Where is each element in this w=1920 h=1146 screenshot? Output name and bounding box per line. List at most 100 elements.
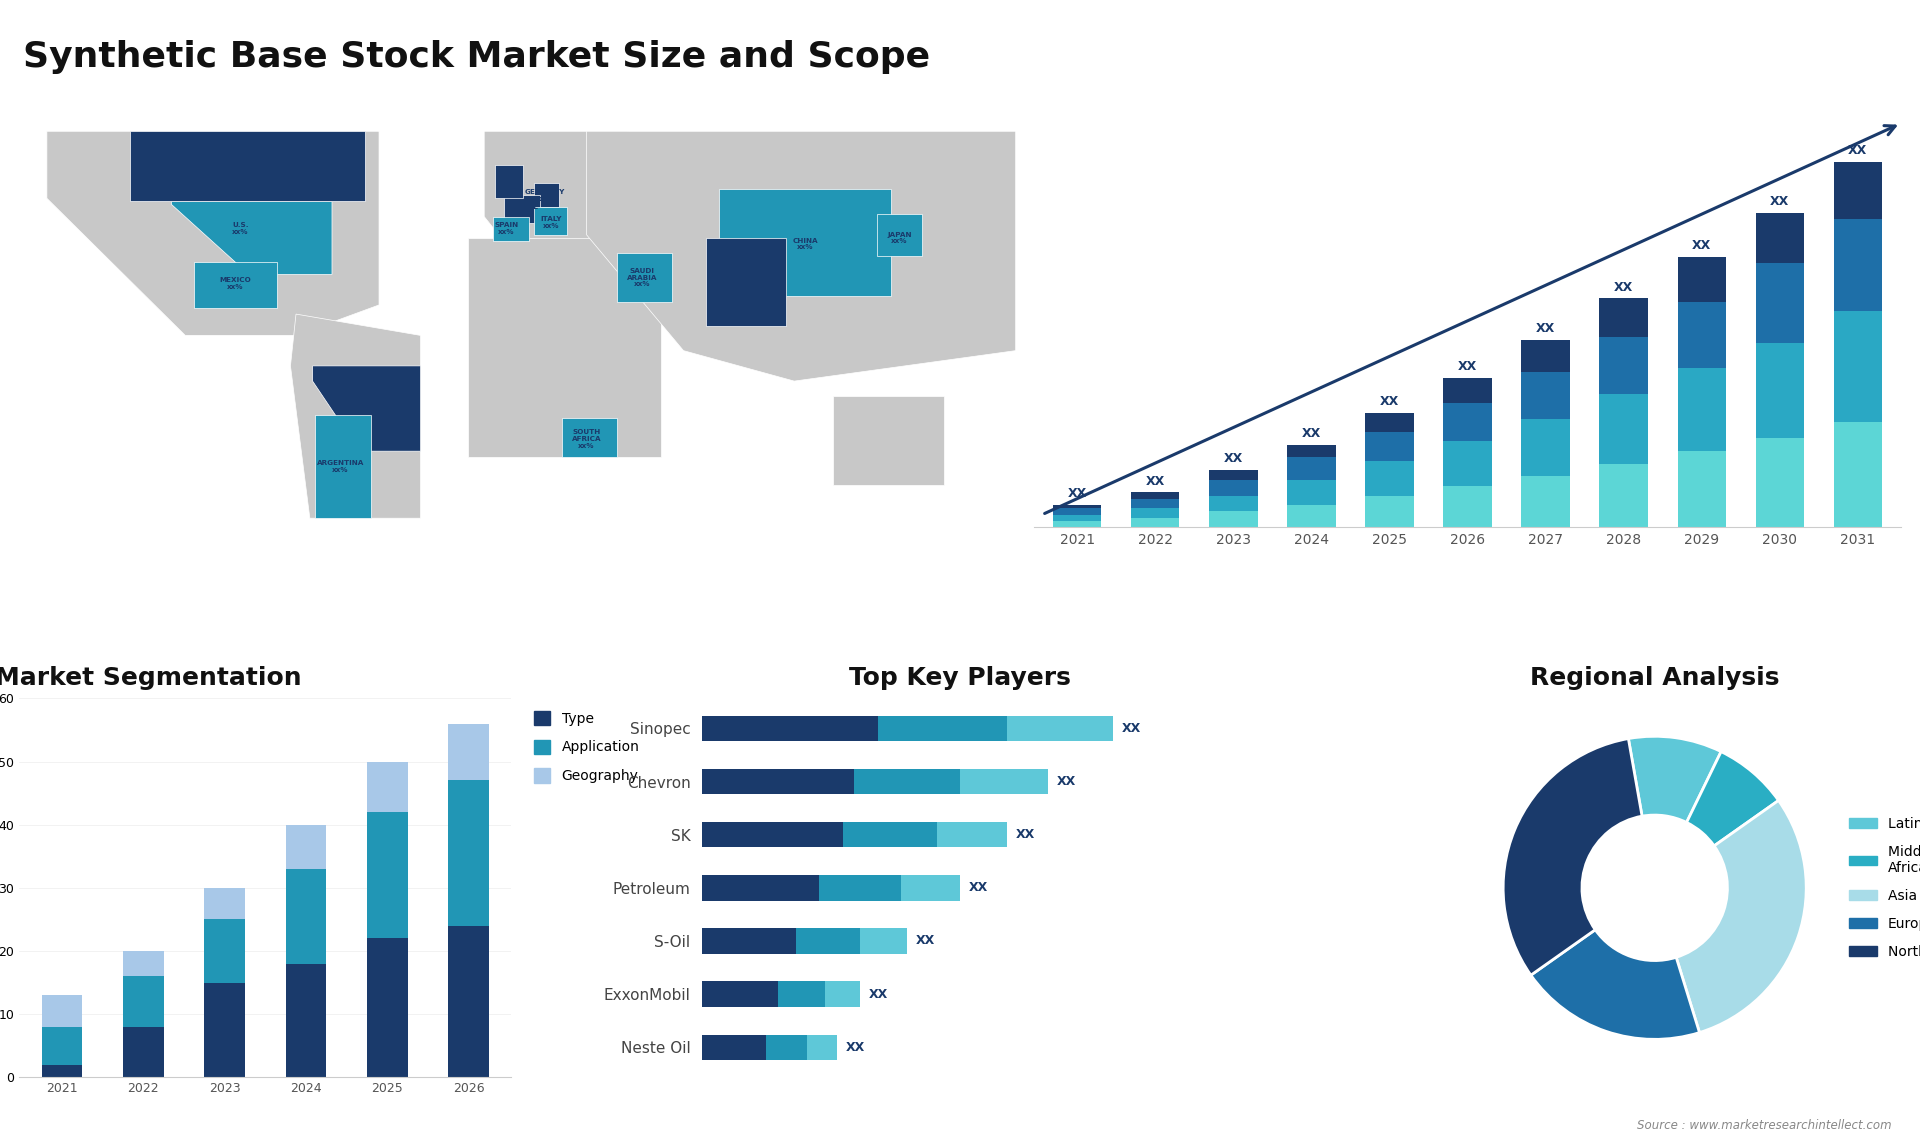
Bar: [1286, 480, 1336, 505]
Polygon shape: [290, 314, 420, 518]
Bar: [1365, 495, 1413, 527]
Title: Regional Analysis: Regional Analysis: [1530, 666, 1780, 690]
Text: ARGENTINA
xx%: ARGENTINA xx%: [317, 460, 365, 473]
Bar: [449, 723, 490, 780]
Bar: [1210, 470, 1258, 480]
Bar: [204, 919, 246, 982]
Bar: [1052, 509, 1102, 515]
Text: XX: XX: [1692, 240, 1711, 252]
Text: MARKET: MARKET: [1740, 47, 1786, 57]
Text: GERMANY
xx%: GERMANY xx%: [524, 189, 564, 202]
Bar: [1444, 378, 1492, 403]
Bar: [1834, 423, 1882, 527]
Polygon shape: [1645, 38, 1722, 85]
Bar: [1286, 445, 1336, 457]
Text: ITALY
xx%: ITALY xx%: [540, 217, 561, 229]
Polygon shape: [720, 189, 891, 296]
Text: INDIA
xx%: INDIA xx%: [724, 277, 747, 290]
Bar: [367, 939, 407, 1077]
Bar: [1210, 495, 1258, 511]
Bar: [1755, 264, 1805, 343]
Text: JAPAN
xx%: JAPAN xx%: [887, 231, 912, 244]
Text: XX: XX: [1056, 775, 1075, 788]
Bar: [1599, 464, 1647, 527]
Text: Source : www.marketresearchintellect.com: Source : www.marketresearchintellect.com: [1636, 1120, 1891, 1132]
Bar: [1444, 403, 1492, 441]
Bar: [449, 926, 490, 1077]
Bar: [1521, 419, 1571, 477]
Legend: Type, Application, Geography: Type, Application, Geography: [528, 705, 645, 788]
Text: XX: XX: [870, 988, 889, 1000]
Bar: [701, 981, 778, 1007]
Text: XX: XX: [1380, 395, 1400, 408]
Bar: [1365, 413, 1413, 432]
Bar: [1131, 509, 1179, 518]
Bar: [766, 1035, 806, 1060]
Bar: [701, 1035, 766, 1060]
Bar: [286, 869, 326, 964]
Text: XX: XX: [916, 934, 935, 948]
Bar: [1365, 461, 1413, 495]
Bar: [806, 1035, 837, 1060]
Bar: [1678, 301, 1726, 368]
Polygon shape: [877, 213, 922, 257]
Bar: [1052, 521, 1102, 527]
Polygon shape: [503, 195, 540, 222]
Bar: [854, 769, 960, 794]
Bar: [1131, 518, 1179, 527]
Bar: [937, 822, 1006, 847]
Bar: [701, 715, 877, 741]
Bar: [820, 876, 900, 901]
Bar: [795, 928, 860, 953]
Bar: [286, 964, 326, 1077]
Polygon shape: [616, 253, 672, 301]
Text: CANADA
xx%: CANADA xx%: [234, 156, 269, 168]
Bar: [1006, 715, 1114, 741]
Bar: [1444, 441, 1492, 486]
Wedge shape: [1628, 736, 1720, 823]
Polygon shape: [131, 132, 365, 202]
Bar: [123, 951, 163, 976]
Bar: [1834, 162, 1882, 219]
Bar: [701, 822, 843, 847]
Bar: [701, 876, 820, 901]
Text: XX: XX: [845, 1041, 864, 1054]
Text: Market Segmentation: Market Segmentation: [0, 666, 301, 690]
Bar: [1755, 343, 1805, 438]
Bar: [826, 981, 860, 1007]
Polygon shape: [468, 238, 660, 457]
Bar: [42, 1065, 83, 1077]
Bar: [123, 1027, 163, 1077]
Bar: [1521, 477, 1571, 527]
Polygon shape: [493, 217, 528, 241]
Bar: [449, 780, 490, 926]
Bar: [1755, 212, 1805, 264]
Bar: [1755, 438, 1805, 527]
Text: XX: XX: [1770, 195, 1789, 207]
Bar: [286, 825, 326, 869]
Bar: [843, 822, 937, 847]
Text: FRANCE
xx%: FRANCE xx%: [507, 204, 540, 217]
Text: CHINA
xx%: CHINA xx%: [793, 237, 818, 250]
Polygon shape: [313, 366, 420, 452]
Polygon shape: [833, 397, 945, 485]
Text: XX: XX: [1615, 281, 1634, 293]
Bar: [1365, 432, 1413, 461]
Bar: [42, 1027, 83, 1065]
Polygon shape: [315, 415, 371, 518]
Polygon shape: [534, 207, 566, 235]
Polygon shape: [534, 183, 559, 207]
Bar: [367, 762, 407, 813]
Polygon shape: [484, 132, 628, 244]
Text: U.K.
xx%: U.K. xx%: [503, 180, 520, 193]
Bar: [1678, 257, 1726, 301]
Polygon shape: [588, 132, 1016, 382]
Bar: [1834, 219, 1882, 311]
Bar: [1599, 337, 1647, 394]
Text: XX: XX: [1457, 360, 1476, 374]
Bar: [1521, 339, 1571, 371]
Bar: [1052, 505, 1102, 509]
Polygon shape: [171, 202, 332, 275]
Text: XX: XX: [1223, 453, 1242, 465]
Bar: [1521, 371, 1571, 419]
